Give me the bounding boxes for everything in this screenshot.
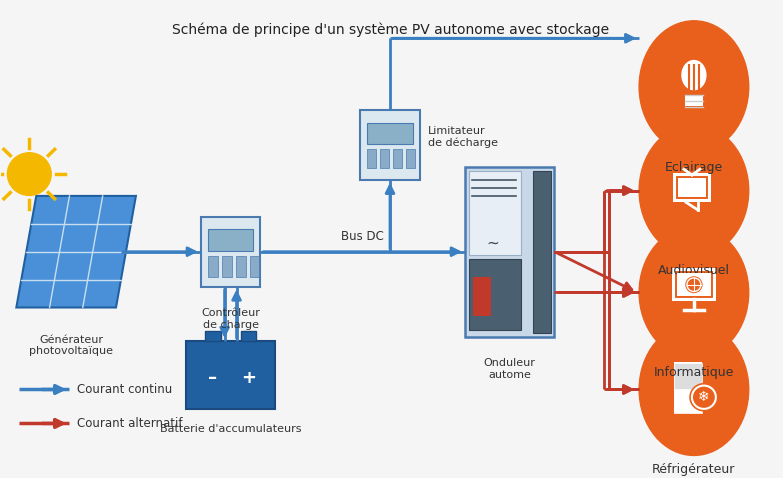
FancyBboxPatch shape (250, 256, 259, 277)
Text: ~: ~ (486, 236, 499, 251)
Circle shape (7, 153, 51, 196)
FancyBboxPatch shape (672, 268, 716, 301)
FancyBboxPatch shape (236, 256, 246, 277)
Ellipse shape (639, 324, 749, 456)
Text: –: – (208, 369, 217, 387)
FancyBboxPatch shape (674, 270, 714, 299)
FancyBboxPatch shape (367, 149, 376, 168)
FancyBboxPatch shape (469, 171, 521, 255)
FancyBboxPatch shape (674, 362, 702, 413)
Text: Limitateur
de décharge: Limitateur de décharge (428, 126, 498, 148)
Text: Courant alternatif: Courant alternatif (77, 417, 182, 430)
Text: Batterie d'accumulateurs: Batterie d'accumulateurs (160, 424, 301, 435)
Ellipse shape (682, 61, 706, 90)
FancyBboxPatch shape (533, 171, 551, 333)
Text: Schéma de principe d'un système PV autonome avec stockage: Schéma de principe d'un système PV auton… (172, 23, 609, 37)
FancyBboxPatch shape (360, 110, 420, 180)
Text: ❄: ❄ (698, 390, 709, 404)
FancyBboxPatch shape (469, 259, 521, 330)
Text: Onduleur
autome: Onduleur autome (484, 358, 536, 380)
FancyBboxPatch shape (675, 175, 709, 200)
FancyBboxPatch shape (186, 341, 276, 409)
Polygon shape (16, 196, 136, 307)
Text: Informatique: Informatique (654, 366, 734, 379)
FancyBboxPatch shape (204, 331, 221, 341)
Text: Contrôleur
de charge: Contrôleur de charge (201, 308, 260, 329)
FancyBboxPatch shape (222, 256, 232, 277)
Text: +: + (241, 369, 256, 387)
FancyBboxPatch shape (473, 277, 491, 316)
FancyBboxPatch shape (677, 273, 711, 296)
FancyBboxPatch shape (673, 173, 711, 202)
Text: Générateur
photovoltaïque: Générateur photovoltaïque (29, 335, 113, 356)
FancyBboxPatch shape (685, 95, 703, 106)
Circle shape (690, 384, 718, 411)
Text: Courant continu: Courant continu (77, 383, 172, 396)
Circle shape (686, 277, 702, 293)
FancyBboxPatch shape (674, 363, 702, 392)
FancyBboxPatch shape (674, 390, 702, 413)
Ellipse shape (639, 21, 749, 153)
FancyBboxPatch shape (380, 149, 389, 168)
FancyBboxPatch shape (207, 256, 218, 277)
FancyBboxPatch shape (240, 331, 257, 341)
FancyBboxPatch shape (465, 167, 554, 337)
Ellipse shape (639, 227, 749, 358)
FancyBboxPatch shape (207, 229, 254, 251)
FancyBboxPatch shape (678, 178, 706, 197)
Text: Réfrigérateur: Réfrigérateur (652, 463, 735, 476)
FancyBboxPatch shape (393, 149, 402, 168)
FancyBboxPatch shape (406, 149, 415, 168)
Text: Eclairage: Eclairage (665, 161, 723, 174)
FancyBboxPatch shape (367, 123, 413, 144)
Text: Bus DC: Bus DC (341, 230, 384, 243)
FancyBboxPatch shape (200, 217, 261, 287)
Text: Audiovisuel: Audiovisuel (658, 264, 730, 277)
Ellipse shape (639, 125, 749, 257)
